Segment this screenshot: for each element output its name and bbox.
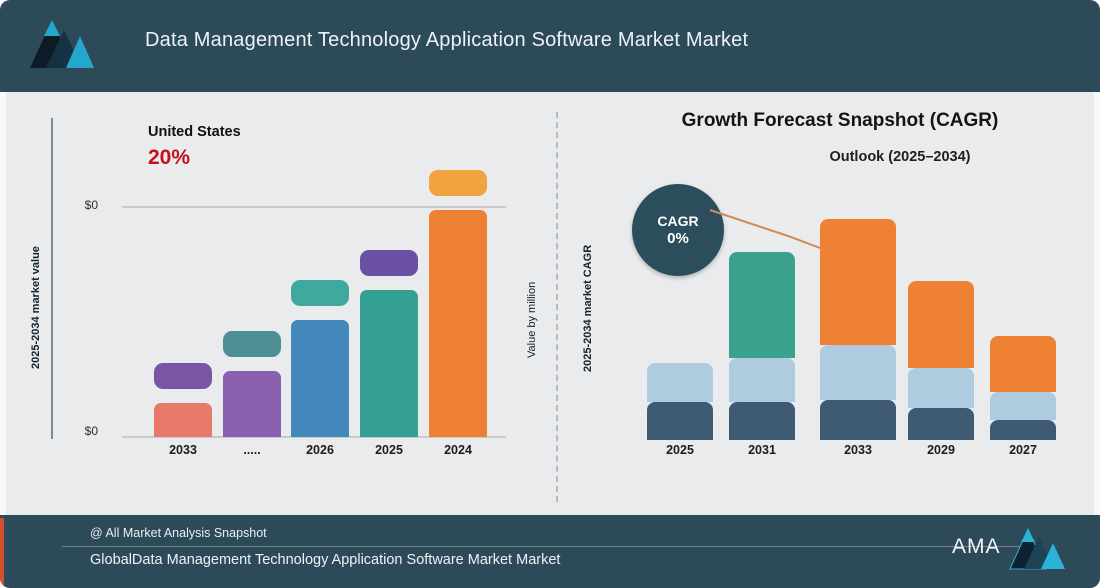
segment-bottom-2033 [820, 400, 896, 440]
cagr-badge-value: 0% [667, 229, 689, 247]
region-label: United States [148, 124, 241, 140]
x-axis-label: 2024 [444, 443, 472, 457]
x-axis-label: 2031 [748, 443, 776, 457]
connector-line [709, 209, 821, 249]
segment-middle-2033 [820, 345, 896, 400]
segment-bottom-2025 [647, 402, 713, 440]
right-chart: Growth Forecast Snapshot (CAGR) Outlook … [582, 110, 1056, 457]
left-chart: 2025-2034 market value United States 20%… [0, 0, 557, 515]
segment-top-2029 [908, 281, 974, 368]
footer-divider [62, 546, 1040, 547]
bar-cap-2033 [154, 363, 212, 389]
growth-percent: 20% [148, 146, 191, 169]
right-plot: 2025 2031 2033 2029 2027 [647, 219, 1056, 457]
x-axis-label: ..... [243, 443, 261, 457]
header: Data Management Technology Application S… [0, 0, 1100, 92]
footer-note: @ All Market Analysis Snapshot [90, 526, 267, 540]
segment-top-2027 [990, 336, 1056, 392]
segment-middle-2025 [647, 363, 713, 402]
gridline-top [122, 206, 506, 208]
footer-brand-text: AMA [952, 535, 1001, 558]
segment-top-2031 [729, 252, 795, 358]
left-plot: 2033..... 2026 2025 2024 [0, 0, 557, 515]
segment-top-2033 [820, 219, 896, 345]
footer-accent-bar [0, 518, 4, 588]
segment-middle-2027 [990, 392, 1056, 420]
bar-2025 [360, 290, 418, 437]
y-tick-bottom: $0 [84, 424, 98, 438]
bar-cap-2024 [429, 170, 487, 196]
ama-logo-icon [26, 14, 98, 74]
footer: @ All Market Analysis Snapshot GlobalDat… [0, 515, 1100, 588]
bar-2026 [291, 320, 349, 437]
y-tick-top: $0 [84, 198, 98, 212]
left-chart-y-axis-line [51, 118, 53, 439]
page-title: Data Management Technology Application S… [145, 29, 749, 51]
bar-2033 [154, 403, 212, 437]
x-axis-label: 2033 [169, 443, 197, 457]
bar-cap-2025 [360, 250, 418, 276]
right-chart-subtitle: Outlook (2025–2034) [829, 149, 971, 165]
x-axis-label: 2025 [375, 443, 403, 457]
segment-bottom-2027 [990, 420, 1056, 440]
gridline-baseline [122, 436, 506, 438]
x-axis-label: 2029 [927, 443, 955, 457]
right-chart-title: Growth Forecast Snapshot (CAGR) [681, 110, 999, 131]
bar-cap-2026 [291, 280, 349, 306]
chart-divider [556, 112, 558, 502]
footer-source: GlobalData Management Technology Applica… [90, 552, 561, 568]
cagr-badge: CAGR 0% [632, 184, 724, 276]
segment-bottom-2031 [729, 402, 795, 440]
segment-bottom-2029 [908, 408, 974, 440]
x-axis-label: 2033 [844, 443, 872, 457]
cagr-badge-label: CAGR [657, 212, 699, 229]
segment-middle-2029 [908, 368, 974, 408]
footer-logo-icon [1008, 525, 1066, 573]
x-axis-label: 2026 [306, 443, 334, 457]
bar-..... [223, 371, 281, 437]
bar-cap-..... [223, 331, 281, 357]
x-axis-label: 2025 [666, 443, 694, 457]
x-axis-label: 2027 [1009, 443, 1037, 457]
segment-middle-2031 [729, 358, 795, 402]
bar-2024 [429, 210, 487, 437]
